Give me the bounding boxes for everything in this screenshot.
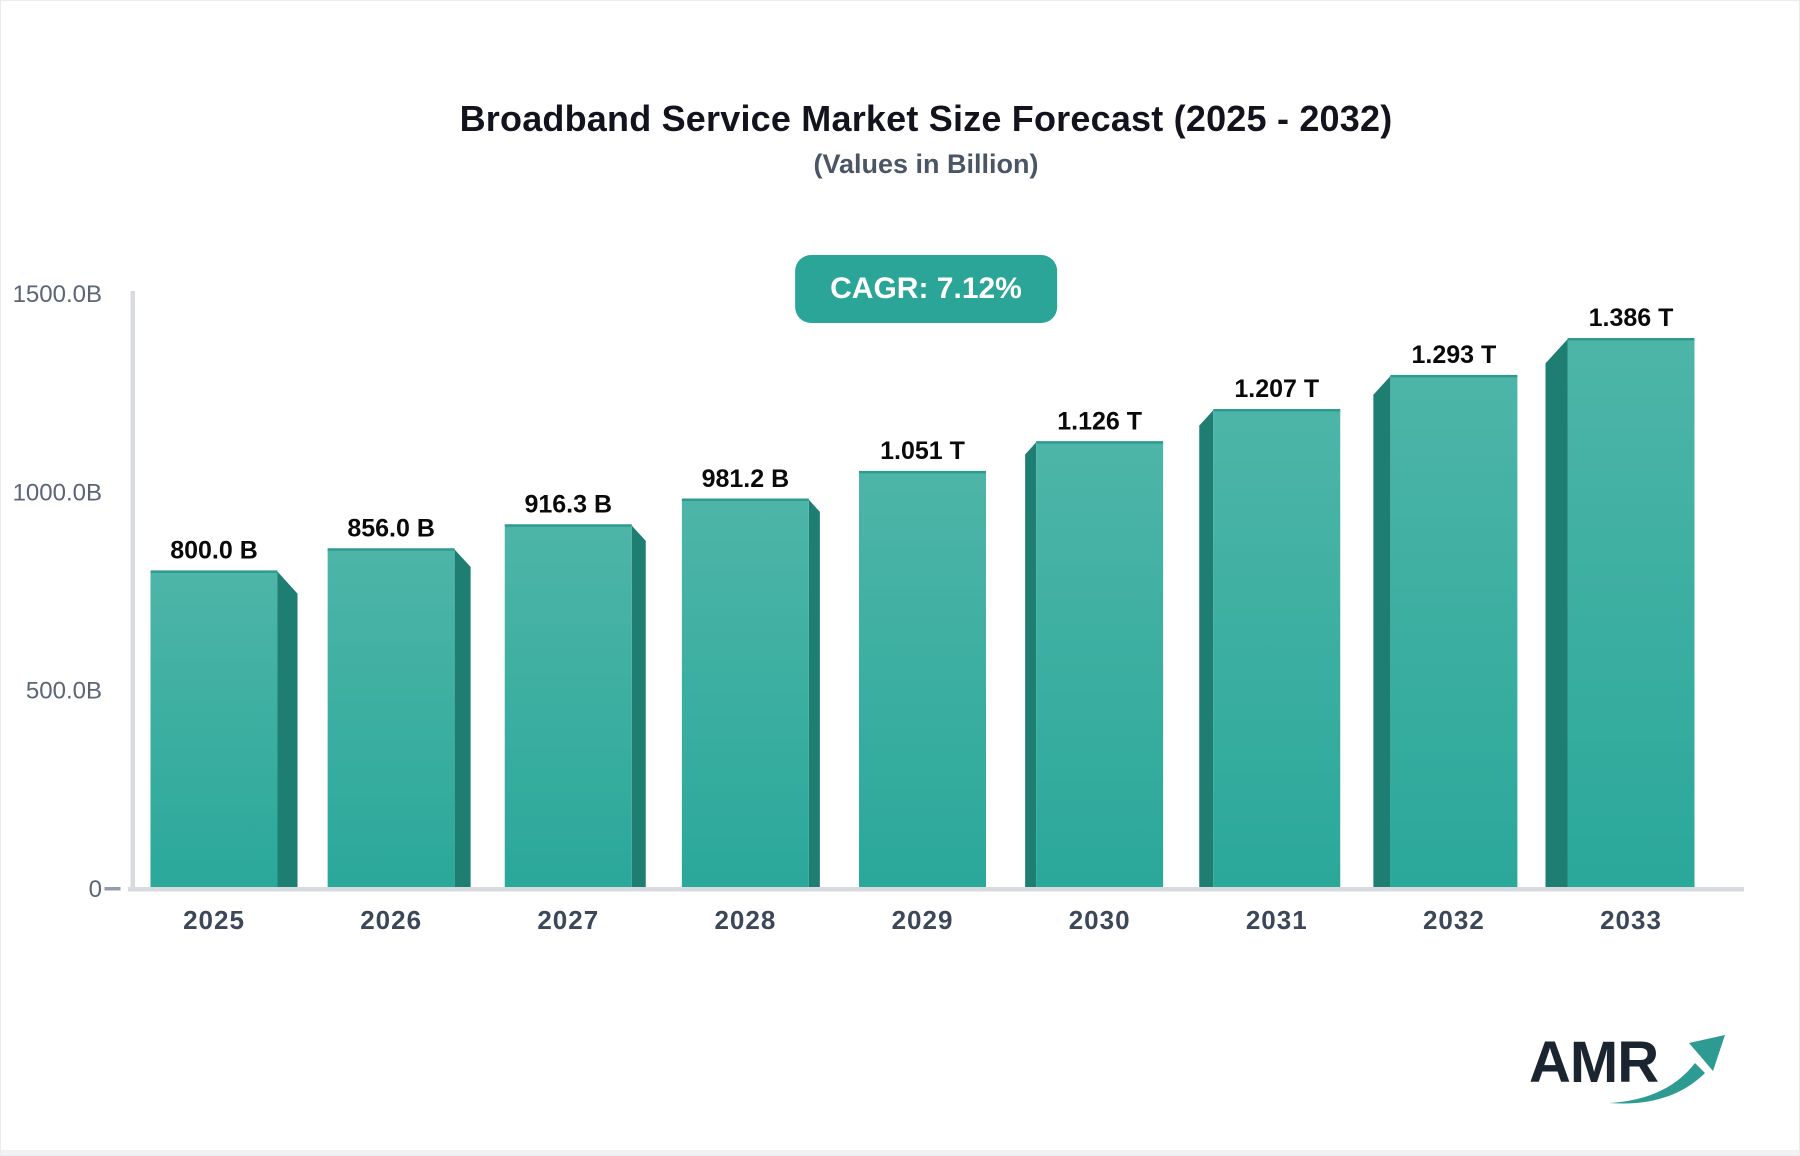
bar-side-face [1545, 339, 1568, 890]
bar-side-face [1199, 410, 1214, 889]
bar-side-face [1373, 376, 1391, 889]
bar-2028: 981.2 B 2028 [681, 465, 820, 935]
bar-front-face [327, 549, 455, 889]
bar-2031: 1.207 T 2031 [1199, 375, 1341, 935]
bar-front-face [1213, 410, 1341, 889]
growth-arrow-icon [1609, 1035, 1725, 1104]
x-axis-year-label: 2026 [360, 905, 422, 935]
y-axis-tick-label: 1500.0B [13, 281, 102, 308]
y-axis-tick-label: 0 [89, 876, 102, 903]
x-axis-year-label: 2025 [183, 905, 245, 935]
bar-2025: 800.0 B 2025 [150, 537, 298, 935]
bar-side-face [454, 549, 471, 889]
bar-value-label: 916.3 B [524, 491, 612, 519]
x-axis-year-label: 2032 [1423, 905, 1485, 935]
bar-front-face [1567, 339, 1695, 890]
x-axis-year-label: 2033 [1600, 905, 1662, 935]
x-axis-year-label: 2027 [537, 905, 599, 935]
zero-tick-dash [104, 887, 121, 891]
bar-2032: 1.293 T 2032 [1373, 341, 1518, 935]
bar-value-label: 981.2 B [702, 465, 790, 493]
bar-front-face [504, 525, 632, 889]
bar-value-label: 1.386 T [1589, 304, 1674, 332]
bar-value-label: 856.0 B [347, 514, 435, 542]
growth-arrow-swoosh [1609, 1063, 1705, 1104]
bar-side-face [1025, 442, 1037, 889]
bar-value-label: 800.0 B [170, 537, 258, 565]
x-axis-year-label: 2029 [892, 905, 954, 935]
bar-value-label: 1.207 T [1234, 375, 1319, 403]
bar-2027: 916.3 B 2027 [504, 491, 646, 935]
bar-2033: 1.386 T 2033 [1545, 304, 1695, 935]
bar-side-face [808, 499, 820, 889]
y-axis-tick-label: 1000.0B [13, 479, 102, 506]
bottom-edge-strip [1, 1150, 1799, 1155]
bar-2030: 1.126 T 2030 [1025, 407, 1164, 935]
x-axis-year-label: 2030 [1069, 905, 1131, 935]
bar-value-label: 1.126 T [1057, 407, 1142, 435]
bar-front-face [1036, 442, 1164, 889]
x-axis-year-label: 2031 [1246, 905, 1308, 935]
x-axis-line [128, 887, 1744, 892]
bar-side-face [277, 571, 298, 889]
chart-subtitle: (Values in Billion) [813, 149, 1039, 179]
amr-logo: AMR [1529, 1029, 1729, 1119]
bar-value-label: 1.051 T [880, 437, 965, 465]
bar-front-face [150, 571, 278, 889]
bar-front-face [681, 499, 809, 889]
bar-2029: 1.051 T 2029 [859, 437, 986, 935]
bar-front-face [859, 472, 986, 889]
cagr-badge: CAGR: 7.12% [795, 255, 1057, 323]
y-axis-line [130, 291, 135, 891]
chart-title: Broadband Service Market Size Forecast (… [459, 98, 1393, 139]
growth-arrow-head [1689, 1035, 1725, 1071]
bar-side-face [631, 525, 646, 889]
bar-value-label: 1.293 T [1411, 341, 1496, 369]
y-axis-tick-label: 500.0B [26, 678, 102, 705]
bar-front-face [1390, 376, 1518, 889]
bar-2026: 856.0 B 2026 [327, 514, 471, 935]
x-axis-year-label: 2028 [714, 905, 776, 935]
amr-logo-text: AMR [1529, 1030, 1659, 1095]
